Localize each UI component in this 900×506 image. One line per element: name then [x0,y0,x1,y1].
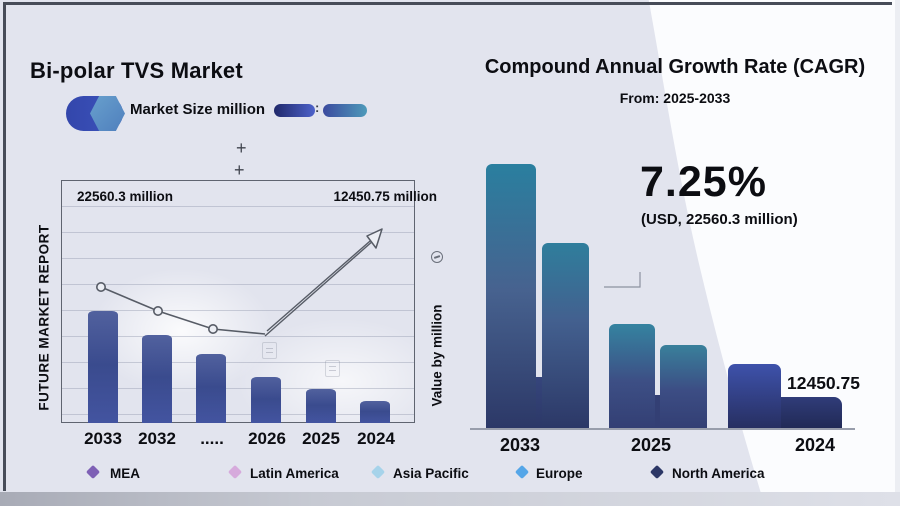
plus-decoration-1: + [236,138,247,158]
market-size-chart [61,180,415,423]
cagr-bar-2025-base [655,395,660,428]
legend-label-asia-pacific: Asia Pacific [393,466,469,481]
ratio-pill-left [274,104,315,117]
cagr-x-label-2033: 2033 [499,435,541,455]
step-decoration-line [604,272,641,288]
x-label-2024: 2024 [357,429,395,448]
cagr-x-label-2024: 2024 [794,435,836,455]
cagr-bar-2033-right [542,243,589,428]
legend-label-mea: MEA [110,466,140,481]
cagr-title: Compound Annual Growth Rate (CAGR) [484,56,866,78]
cagr-x-label-2025: 2025 [630,435,672,455]
report-side-label: FUTURE MARKET REPORT [36,224,52,411]
bar-2033 [88,311,118,423]
chart-min-value-label: 12450.75 million [333,189,437,204]
chart-max-value-label: 22560.3 million [77,189,174,204]
x-label-2025: 2025 [302,429,340,448]
document-watermark-icon [325,360,340,377]
frame-left-border [3,2,6,491]
cagr-axis-line [470,428,855,430]
cagr-bar-2033-left [486,164,536,428]
cagr-bar-2024-right [781,397,842,428]
bar-dots [196,354,226,423]
cagr-subtitle: From: 2025-2033 [619,90,731,106]
bar-2024 [360,401,390,423]
page-title: Bi-polar TVS Market [30,58,243,83]
bottom-band [0,492,900,506]
legend-label-europe: Europe [536,466,583,481]
cagr-bar-2033-base [536,377,542,428]
x-label-2032: 2032 [138,429,176,448]
frame-top-border [3,2,892,5]
market-size-legend-label: Market Size million [130,101,266,118]
ratio-colon: : [315,100,320,115]
bar-2025 [306,389,336,423]
plus-decoration-2: + [234,160,245,180]
frame-right-edge [895,0,900,492]
cagr-annotation-value: 12450.75 [787,373,860,393]
cagr-detail: (USD, 22560.3 million) [641,211,798,228]
cagr-value: 7.25% [640,158,767,206]
minus-circle-icon [431,251,443,263]
value-axis-label: Value by million [429,304,445,407]
bar-2032 [142,335,172,423]
cagr-bar-2025-left [609,324,655,428]
x-label-dots: ..... [200,429,224,448]
document-watermark-icon [262,342,277,359]
cagr-bar-2024-left [728,364,781,428]
bar-2026 [251,377,281,423]
legend-label-latin-america: Latin America [250,466,339,481]
trend-line-and-arrow [95,227,383,337]
x-label-2033: 2033 [84,429,122,448]
x-label-2026: 2026 [248,429,286,448]
legend-label-north-america: North America [672,466,765,481]
cagr-bar-2025-right [660,345,707,428]
ratio-pill-right [323,104,367,117]
